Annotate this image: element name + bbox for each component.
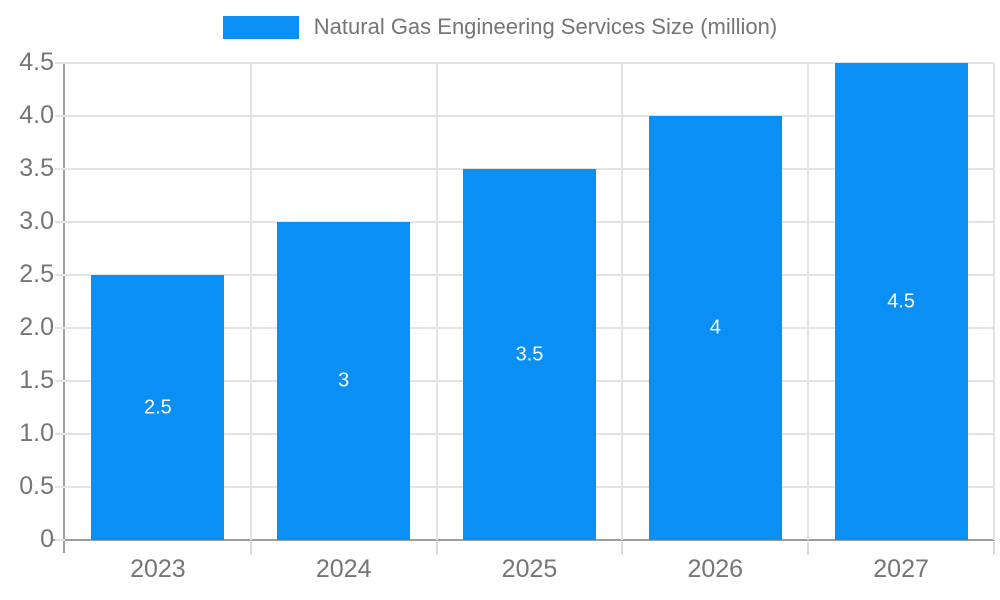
y-axis-tick-label: 1.0 bbox=[19, 418, 54, 447]
y-axis-tick-label: 2.0 bbox=[19, 312, 54, 341]
x-axis-category-label: 2025 bbox=[501, 555, 558, 583]
y-axis-tick bbox=[55, 539, 65, 541]
bar-value-label: 4.5 bbox=[887, 290, 915, 312]
gridline-vertical bbox=[807, 63, 810, 540]
gridline-vertical bbox=[621, 63, 624, 540]
x-axis-category-label: 2023 bbox=[130, 555, 186, 583]
bar: 4 bbox=[648, 116, 782, 540]
y-axis-tick bbox=[55, 379, 65, 382]
y-axis-tick-label: 3.0 bbox=[19, 206, 54, 235]
legend-swatch[interactable] bbox=[222, 15, 299, 39]
gridline-horizontal bbox=[65, 62, 994, 64]
legend[interactable]: Natural Gas Engineering Services Size (m… bbox=[0, 14, 1000, 40]
x-axis-tick bbox=[435, 542, 438, 555]
bar: 3.5 bbox=[462, 169, 596, 540]
y-axis-tick bbox=[55, 485, 65, 488]
x-axis-tick bbox=[621, 542, 624, 555]
gridline-horizontal bbox=[65, 167, 994, 170]
legend-series-label[interactable]: Natural Gas Engineering Services Size (m… bbox=[313, 14, 778, 39]
x-axis-category-label: 2024 bbox=[315, 555, 372, 583]
bar-value-label: 4 bbox=[709, 316, 721, 339]
bar-value-label: 2.5 bbox=[143, 396, 172, 418]
y-axis-tick-label: 4.5 bbox=[19, 47, 54, 76]
gridline-vertical bbox=[249, 63, 252, 540]
bar: 2.5 bbox=[91, 275, 225, 540]
x-axis-tick bbox=[249, 542, 252, 555]
y-axis-line bbox=[63, 63, 65, 553]
plot-area: 0 0.5 1.0 1.5 2.0 2.5 3.0 3.5 4.0 4.5 2.5 2023 3 2024… bbox=[19, 48, 995, 583]
y-axis-tick bbox=[55, 433, 65, 435]
y-axis-tick bbox=[55, 327, 65, 329]
y-axis-tick-label: 1.5 bbox=[19, 365, 54, 394]
x-axis-line bbox=[53, 539, 995, 541]
y-axis-tick bbox=[55, 62, 65, 64]
y-axis-tick-label: 4.0 bbox=[19, 100, 54, 129]
bar: 4.5 bbox=[834, 63, 968, 540]
y-axis-tick bbox=[55, 114, 65, 117]
x-axis-tick bbox=[807, 542, 810, 555]
y-axis-tick bbox=[55, 167, 65, 170]
bar-value-label: 3 bbox=[338, 369, 350, 392]
y-axis-tick-label: 0.5 bbox=[19, 471, 54, 500]
x-axis-category-label: 2026 bbox=[687, 555, 744, 583]
y-axis-tick bbox=[55, 220, 65, 223]
y-axis-tick-label: 2.5 bbox=[19, 259, 54, 288]
gridline-vertical bbox=[435, 63, 438, 540]
y-axis-tick-label: 3.5 bbox=[19, 153, 54, 182]
gridline-horizontal bbox=[65, 114, 994, 117]
gridline-vertical bbox=[993, 63, 995, 540]
y-axis-tick bbox=[55, 273, 65, 276]
bar-value-label: 3.5 bbox=[515, 343, 544, 365]
bar: 3 bbox=[277, 222, 411, 540]
y-axis-tick-label: 0 bbox=[40, 524, 54, 553]
x-axis-category-label: 2027 bbox=[873, 555, 929, 583]
x-axis-tick bbox=[993, 542, 995, 555]
